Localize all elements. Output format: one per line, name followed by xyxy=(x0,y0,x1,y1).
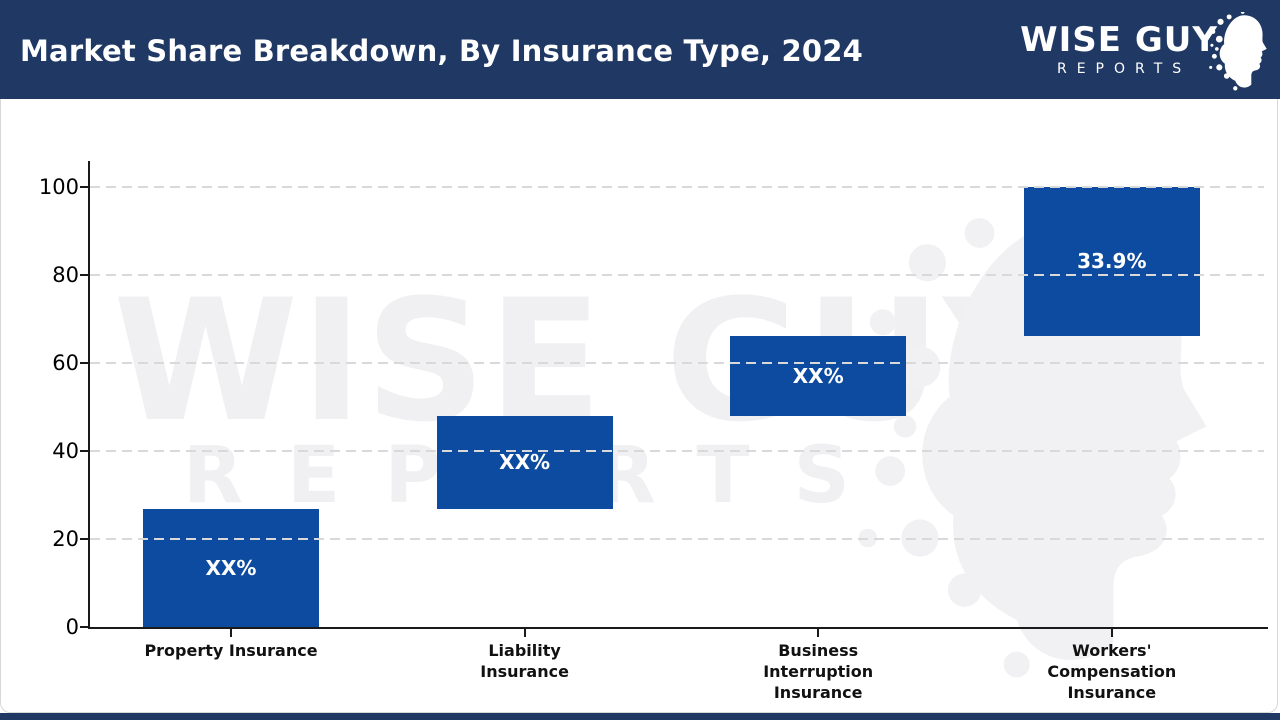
x-category-label: Property Insurance xyxy=(144,641,318,660)
y-tick xyxy=(80,273,88,276)
footer-bar xyxy=(0,713,1280,720)
x-category-label: Business Interruption Insurance xyxy=(763,641,874,702)
y-tick xyxy=(80,185,88,188)
chart-title: Market Share Breakdown, By Insurance Typ… xyxy=(20,34,864,68)
y-tick-label: 60 xyxy=(52,350,79,375)
bar xyxy=(143,508,319,628)
gridline xyxy=(90,361,1264,364)
brand-logo-text: WISE GUY REPORTS xyxy=(1020,22,1218,77)
y-tick xyxy=(80,361,88,364)
gridline xyxy=(90,538,1264,541)
y-tick-label: 80 xyxy=(52,262,79,287)
brand-logo: WISE GUY REPORTS xyxy=(1020,12,1270,92)
x-tick xyxy=(817,629,820,637)
y-tick xyxy=(80,538,88,541)
bar xyxy=(436,415,613,509)
x-tick xyxy=(523,629,526,637)
bar-label: XX% xyxy=(792,363,844,388)
chart-card: WISE GUY REPORTS 020406080100XX%Property… xyxy=(0,99,1278,713)
y-tick-label: 0 xyxy=(65,615,79,640)
gridline xyxy=(90,450,1264,453)
x-tick xyxy=(230,629,232,637)
bar xyxy=(730,336,907,416)
x-category-label: Liability Insurance xyxy=(480,641,569,681)
y-tick xyxy=(80,626,88,629)
x-axis xyxy=(88,627,1268,629)
gridline xyxy=(90,185,1264,188)
bar-label: XX% xyxy=(205,556,257,581)
x-category-label: Workers' Compensation Insurance xyxy=(1047,641,1177,702)
gridline xyxy=(90,273,1264,276)
y-axis xyxy=(88,161,90,629)
y-tick-label: 20 xyxy=(52,527,79,552)
y-tick-label: 100 xyxy=(38,174,79,199)
plot-area: 0 20 40 60 80 100 XX% Property Insurance XX% Liab… xyxy=(1,99,1277,712)
brand-subname: REPORTS xyxy=(1056,61,1192,77)
header-bar: Market Share Breakdown, By Insurance Typ… xyxy=(0,0,1280,99)
y-tick-label: 40 xyxy=(52,439,79,464)
y-tick xyxy=(80,450,88,453)
bar xyxy=(1023,186,1200,337)
brand-face-icon xyxy=(1209,12,1267,91)
bar-label: 33.9% xyxy=(1077,249,1147,274)
bar-label: XX% xyxy=(499,450,551,475)
brand-name: WISE GUY xyxy=(1020,20,1218,60)
x-tick xyxy=(1110,629,1113,637)
